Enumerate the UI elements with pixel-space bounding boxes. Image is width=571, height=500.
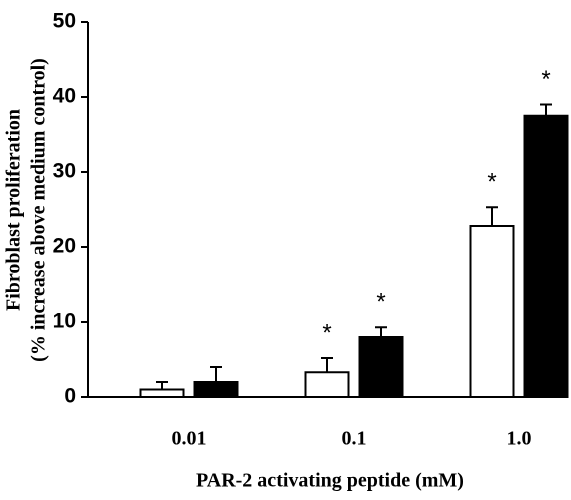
y-axis-title: Fibroblast proliferation — [3, 109, 25, 311]
significance-mark: * — [322, 319, 331, 346]
y-tick-label: 0 — [64, 385, 76, 408]
y-tick-label: 30 — [53, 160, 76, 183]
bar — [139, 388, 185, 398]
bar — [193, 381, 239, 398]
bar — [304, 371, 350, 398]
y-tick-label: 40 — [53, 85, 76, 108]
bar — [523, 114, 569, 398]
bar — [358, 336, 404, 398]
significance-mark: * — [376, 289, 385, 316]
significance-mark: * — [487, 169, 496, 196]
significance-mark: * — [541, 66, 550, 93]
bar — [469, 225, 515, 398]
x-tick-label: 0.01 — [172, 428, 207, 450]
y-tick-label: 50 — [53, 10, 76, 33]
y-tick-label: 20 — [53, 235, 76, 258]
y-axis-title: (% increase above medium control) — [28, 58, 50, 362]
x-axis-title: PAR-2 activating peptide (mM) — [196, 470, 464, 492]
x-tick-label: 0.1 — [342, 428, 367, 450]
x-tick-label: 1.0 — [507, 428, 532, 450]
y-tick-label: 10 — [53, 310, 76, 333]
